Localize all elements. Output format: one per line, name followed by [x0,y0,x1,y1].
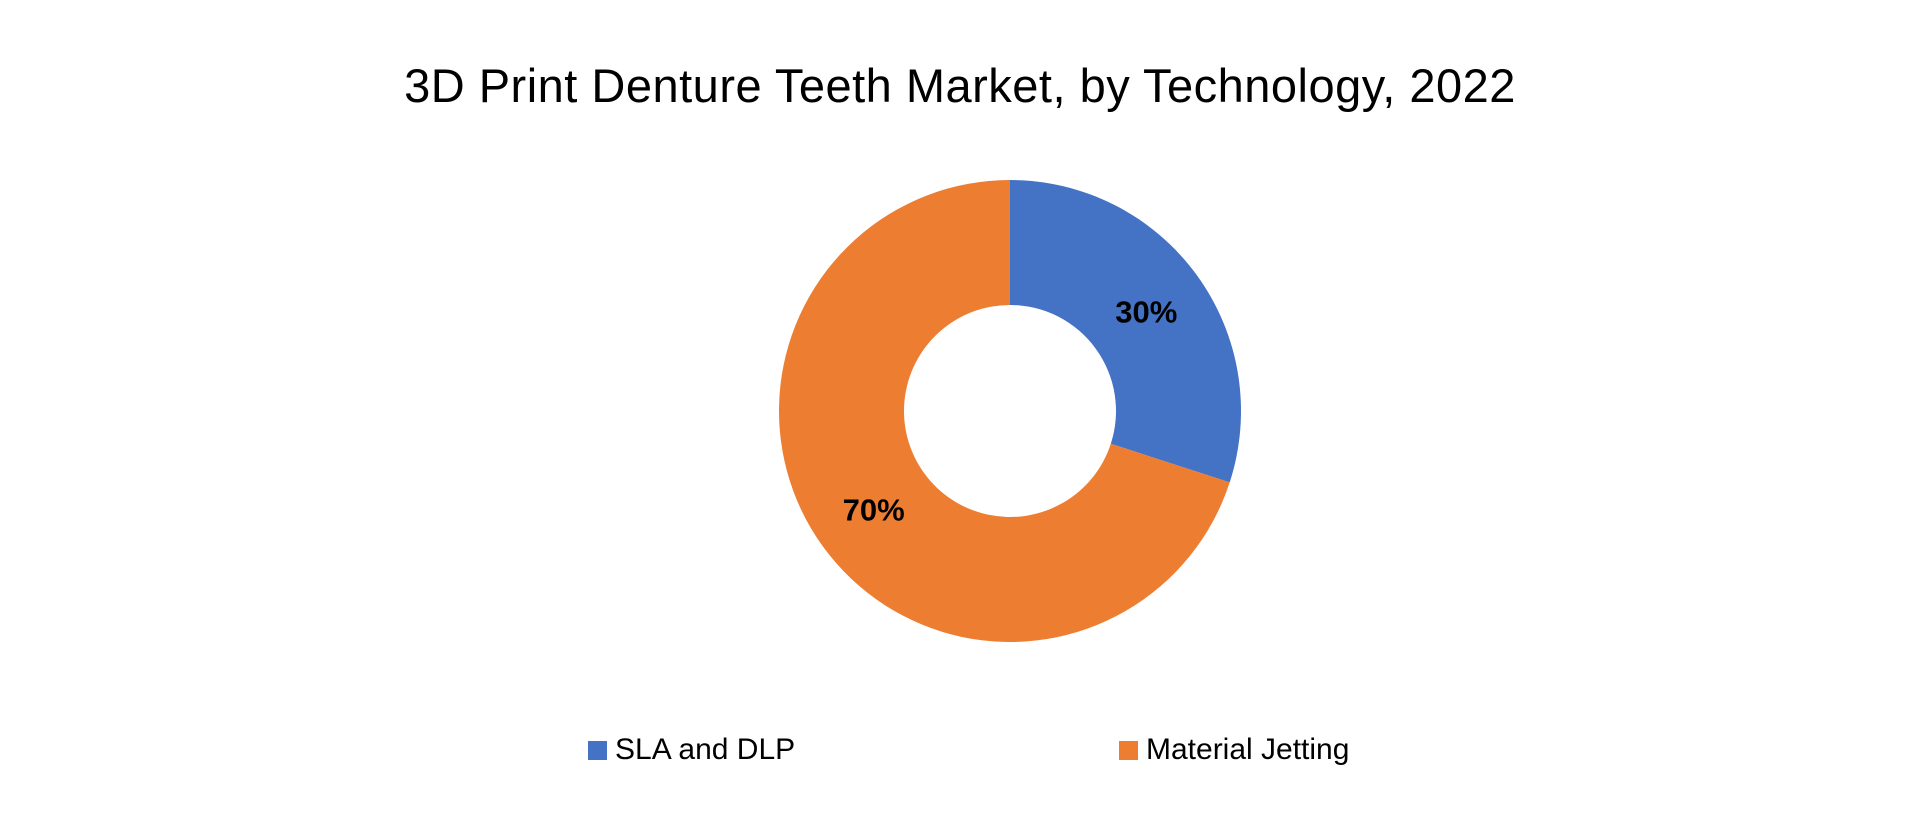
legend-swatch-icon [588,740,607,760]
donut-chart: 30% 70% [779,180,1241,642]
legend-swatch-icon [1119,740,1138,760]
donut-slice-sla-and-dlp [1010,180,1241,483]
slice-data-label-material-jetting: 70% [843,493,905,528]
legend-label: SLA and DLP [615,733,796,766]
chart-legend: SLA and DLP Material Jetting [0,733,1920,773]
legend-label: Material Jetting [1146,733,1350,766]
legend-item-sla-and-dlp: SLA and DLP [588,733,795,767]
legend-item-material-jetting: Material Jetting [1119,733,1349,767]
chart-title: 3D Print Denture Teeth Market, by Techno… [404,59,1516,112]
donut-slice-material-jetting [779,180,1230,642]
slice-data-label-sla-and-dlp: 30% [1115,295,1177,330]
